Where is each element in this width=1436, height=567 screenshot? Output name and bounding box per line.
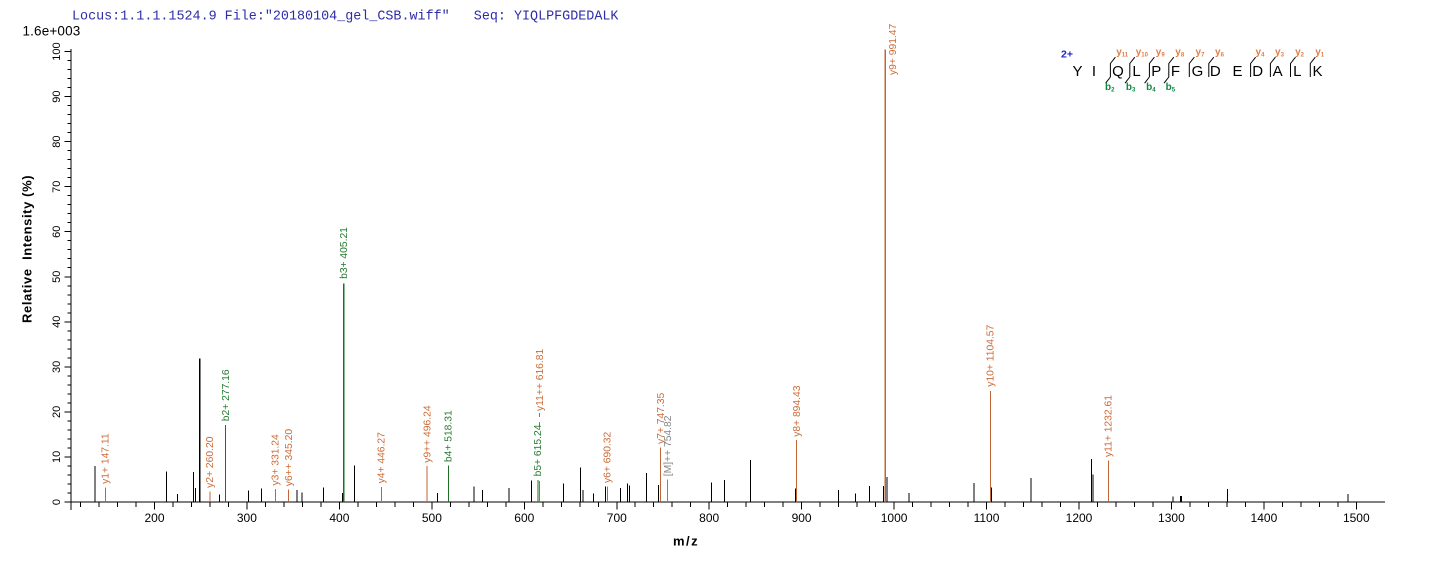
svg-text:900: 900	[792, 511, 812, 525]
svg-text:P: P	[1151, 63, 1161, 80]
svg-text:y11+ 1232.61: y11+ 1232.61	[1104, 395, 1115, 457]
svg-text:1500: 1500	[1343, 511, 1370, 525]
svg-text:0: 0	[51, 499, 63, 505]
svg-text:y6+ 690.32: y6+ 690.32	[603, 431, 614, 483]
svg-text:b4+ 518.31: b4+ 518.31	[444, 410, 455, 462]
svg-text:600: 600	[514, 511, 534, 525]
svg-text:80: 80	[51, 135, 63, 147]
svg-text:I: I	[1092, 63, 1096, 80]
svg-text:Relative Intensity (%): Relative Intensity (%)	[20, 175, 35, 323]
svg-text:F: F	[1171, 63, 1180, 80]
svg-text:Locus:1.1.1.1524.9 File:"20180: Locus:1.1.1.1524.9 File:"20180104_gel_CS…	[72, 10, 619, 25]
svg-text:1300: 1300	[1158, 511, 1185, 525]
svg-text:500: 500	[422, 511, 442, 525]
svg-text:K: K	[1312, 63, 1322, 80]
svg-text:y7+ 747.35: y7+ 747.35	[656, 392, 667, 444]
svg-text:y8+ 894.43: y8+ 894.43	[792, 385, 803, 437]
svg-text:y1: y1	[1315, 47, 1325, 59]
svg-text:90: 90	[51, 90, 63, 102]
svg-text:1100: 1100	[974, 511, 1000, 525]
svg-text:y10: y10	[1136, 47, 1149, 59]
svg-text:y2: y2	[1295, 47, 1305, 59]
svg-text:A: A	[1273, 63, 1283, 80]
svg-text:m/z: m/z	[673, 534, 699, 549]
svg-text:100: 100	[51, 42, 63, 60]
svg-text:D: D	[1210, 63, 1221, 80]
svg-text:1.6e+003: 1.6e+003	[23, 24, 81, 39]
svg-text:b2: b2	[1105, 82, 1115, 94]
svg-text:y7: y7	[1196, 47, 1206, 59]
svg-text:L: L	[1132, 63, 1140, 80]
svg-text:Q: Q	[1112, 63, 1124, 80]
svg-text:b3+ 405.21: b3+ 405.21	[339, 227, 350, 279]
svg-text:400: 400	[329, 511, 349, 525]
svg-text:y4: y4	[1256, 47, 1266, 59]
svg-text:G: G	[1192, 63, 1204, 80]
svg-text:20: 20	[51, 406, 63, 418]
svg-text:70: 70	[51, 181, 63, 193]
svg-text:700: 700	[607, 511, 627, 525]
svg-text:1200: 1200	[1066, 511, 1093, 525]
svg-text:60: 60	[51, 226, 63, 238]
svg-text:b3: b3	[1126, 82, 1136, 94]
svg-text:y9++ 496.24: y9++ 496.24	[422, 405, 433, 463]
svg-text:Y: Y	[1072, 63, 1082, 80]
svg-text:40: 40	[51, 316, 63, 328]
svg-text:y6: y6	[1215, 47, 1225, 59]
svg-text:y2+ 260.20: y2+ 260.20	[205, 436, 216, 488]
svg-text:y4+ 446.27: y4+ 446.27	[377, 432, 388, 484]
svg-text:30: 30	[51, 361, 63, 373]
svg-text:b4: b4	[1146, 82, 1156, 94]
svg-text:y9+ 991.47: y9+ 991.47	[888, 23, 899, 75]
svg-text:b5+ 615.24: b5+ 615.24	[533, 424, 544, 476]
svg-text:b2+ 277.16: b2+ 277.16	[221, 369, 232, 421]
svg-text:[M]++ 754.82: [M]++ 754.82	[663, 415, 674, 476]
svg-text:50: 50	[51, 271, 63, 283]
svg-text:L: L	[1293, 63, 1301, 80]
svg-text:y9: y9	[1156, 47, 1166, 59]
svg-text:300: 300	[237, 511, 257, 525]
svg-text:b5: b5	[1166, 82, 1176, 94]
svg-text:E: E	[1232, 63, 1242, 80]
svg-text:200: 200	[144, 511, 164, 525]
svg-text:10: 10	[51, 451, 63, 463]
svg-text:y11: y11	[1116, 47, 1129, 59]
svg-text:1000: 1000	[881, 511, 908, 525]
svg-text:y8: y8	[1175, 47, 1185, 59]
svg-text:2+: 2+	[1061, 49, 1073, 61]
svg-text:y6++ 345.20: y6++ 345.20	[284, 429, 295, 487]
svg-text:y1+ 147.11: y1+ 147.11	[101, 433, 112, 484]
svg-text:1400: 1400	[1251, 511, 1278, 525]
svg-text:800: 800	[699, 511, 719, 525]
svg-text:D: D	[1252, 63, 1263, 80]
svg-text:y3+ 331.24: y3+ 331.24	[271, 434, 282, 486]
svg-text:y11++ 616.81: y11++ 616.81	[535, 349, 546, 411]
svg-text:y3: y3	[1275, 47, 1285, 59]
svg-text:y10+ 1104.57: y10+ 1104.57	[986, 324, 997, 386]
